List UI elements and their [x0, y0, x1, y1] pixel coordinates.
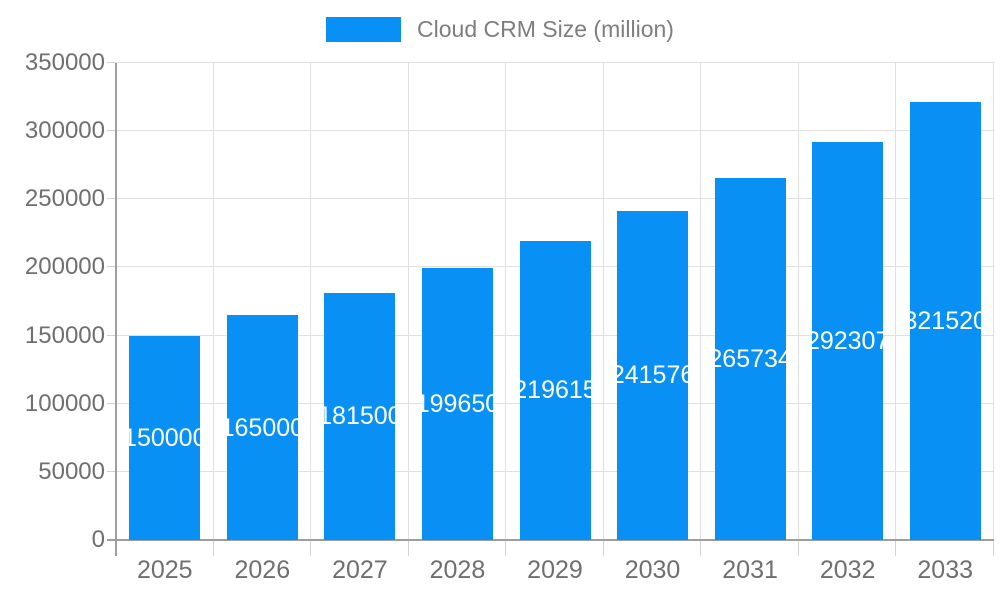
x-tick-label: 2026 [234, 556, 291, 584]
bar-value-label: 241576 [617, 361, 689, 390]
bar[interactable]: 150000 [129, 335, 201, 540]
x-gridline [700, 63, 702, 540]
y-tick-label: 350000 [24, 49, 105, 76]
x-tick-label: 2032 [819, 556, 876, 584]
y-axis-line [115, 63, 117, 556]
legend-swatch [326, 17, 402, 42]
y-tick-mark [107, 62, 116, 63]
x-tick-label: 2028 [429, 556, 486, 584]
y-tick-mark [107, 402, 116, 404]
x-axis-line [107, 539, 994, 541]
y-tick-mark [107, 334, 116, 336]
bar[interactable]: 292307 [812, 141, 884, 540]
y-tick-mark [107, 130, 116, 132]
y-gridline [116, 62, 994, 63]
x-gridline [797, 63, 799, 540]
x-tick-mark [797, 540, 799, 556]
x-gridline [505, 63, 507, 540]
bar-value-label: 219615 [519, 376, 591, 405]
x-tick-mark [993, 540, 994, 556]
x-tick-mark [700, 540, 702, 556]
y-tick-label: 150000 [24, 321, 105, 349]
bar-value-label: 150000 [129, 423, 201, 452]
y-gridline [116, 198, 994, 200]
x-tick-mark [212, 540, 214, 556]
bar-value-label: 321520 [909, 306, 981, 335]
bar-value-label: 165000 [226, 413, 298, 442]
y-gridline [116, 130, 994, 132]
bar-value-label: 181500 [324, 402, 396, 431]
x-gridline [407, 63, 409, 540]
x-tick-label: 2027 [332, 556, 388, 584]
y-tick-mark [107, 198, 116, 200]
bar-value-label: 265734 [714, 344, 786, 373]
bar-value-label: 292307 [812, 326, 884, 355]
x-tick-mark [895, 540, 897, 556]
y-tick-label: 50000 [38, 457, 105, 485]
x-tick-mark [505, 540, 507, 556]
bar[interactable]: 165000 [226, 315, 298, 540]
x-gridline [895, 63, 897, 540]
bar-value-label: 199650 [421, 389, 493, 418]
y-tick-label: 0 [91, 526, 105, 553]
chart-legend-item[interactable]: Cloud CRM Size (million) [0, 16, 1000, 43]
x-tick-label: 2033 [917, 556, 974, 584]
x-gridline [602, 63, 604, 540]
x-gridline [310, 63, 312, 540]
y-tick-mark [107, 266, 116, 268]
x-tick-label: 2030 [624, 556, 681, 584]
x-tick-label: 2025 [136, 556, 193, 584]
bar[interactable]: 219615 [519, 240, 591, 540]
x-tick-mark [310, 540, 312, 556]
x-tick-label: 2029 [527, 556, 583, 584]
x-gridline [212, 63, 214, 540]
bar[interactable]: 321520 [909, 101, 981, 540]
bar[interactable]: 199650 [421, 267, 493, 540]
bar[interactable]: 181500 [324, 292, 396, 540]
x-gridline [993, 63, 994, 540]
bar[interactable]: 265734 [714, 177, 786, 540]
x-tick-mark [407, 540, 409, 556]
y-tick-label: 300000 [24, 117, 105, 145]
y-tick-label: 100000 [24, 389, 105, 417]
y-tick-label: 200000 [24, 253, 105, 281]
bar[interactable]: 241576 [617, 210, 689, 540]
x-tick-label: 2031 [722, 556, 778, 584]
x-tick-mark [602, 540, 604, 556]
legend-label: Cloud CRM Size (million) [417, 16, 674, 42]
y-tick-mark [107, 470, 116, 472]
y-tick-label: 250000 [24, 185, 105, 213]
